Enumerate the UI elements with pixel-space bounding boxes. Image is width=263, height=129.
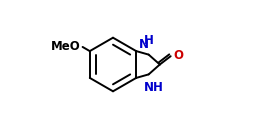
Text: O: O <box>174 49 184 62</box>
Text: NH: NH <box>144 81 164 94</box>
Text: H: H <box>144 34 154 47</box>
Text: N: N <box>139 38 149 51</box>
Text: MeO: MeO <box>51 40 81 53</box>
